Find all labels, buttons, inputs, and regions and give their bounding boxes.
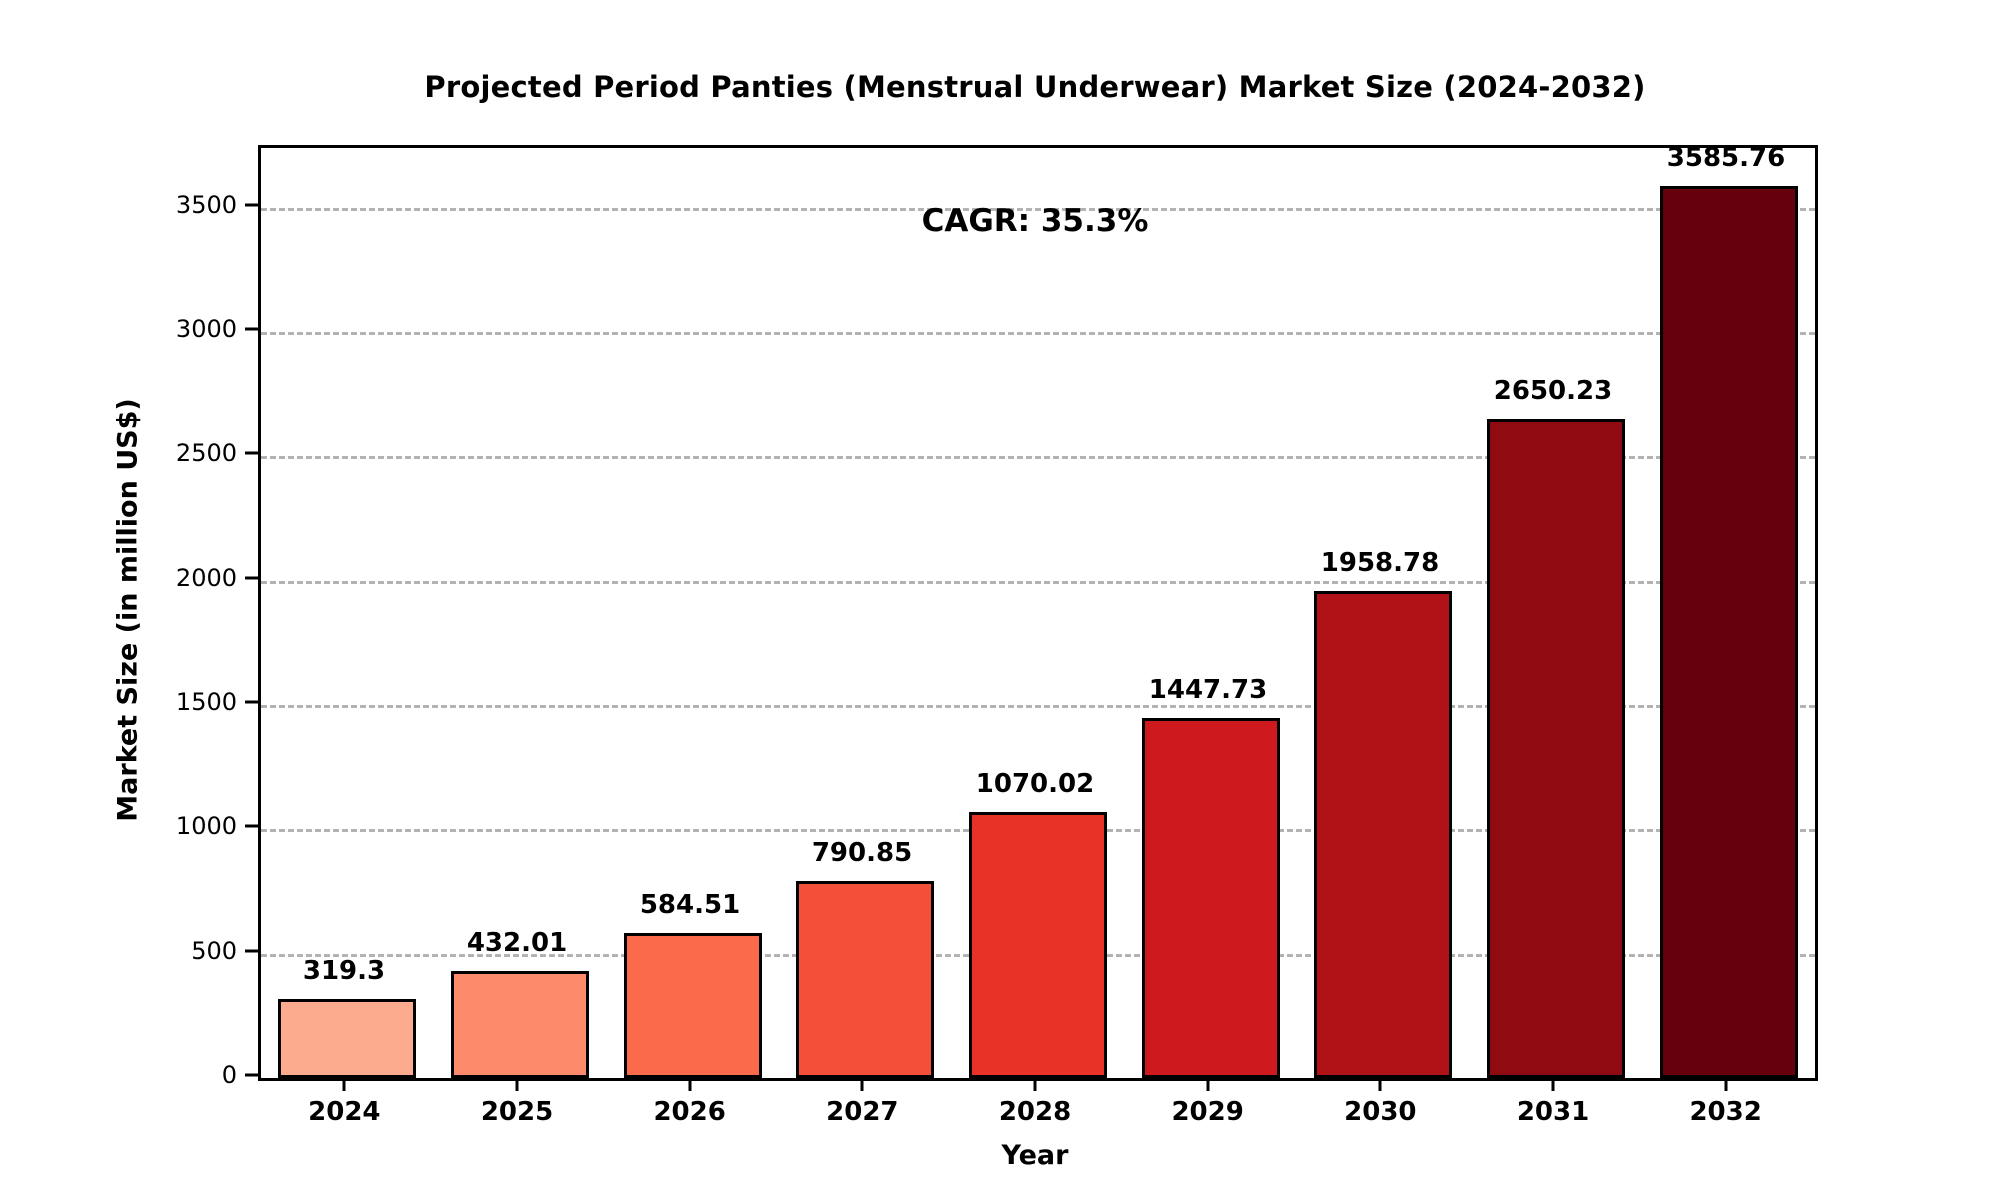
x-axis-title: Year xyxy=(1001,1140,1069,1171)
y-tick-label-1000: 1000 xyxy=(175,812,237,841)
x-tick-mark-2025 xyxy=(515,1078,519,1091)
gridline-3000 xyxy=(261,332,1815,335)
x-tick-label-2027: 2027 xyxy=(826,1097,899,1127)
x-tick-mark-2028 xyxy=(1033,1078,1037,1091)
bar-value-label-2028: 1070.02 xyxy=(975,769,1095,799)
y-tick-label-2500: 2500 xyxy=(175,439,237,468)
x-tick-label-2030: 2030 xyxy=(1344,1097,1417,1127)
bar-value-label-2024: 319.3 xyxy=(302,956,386,986)
x-tick-label-2029: 2029 xyxy=(1171,1097,1244,1127)
y-tick-mark-1500 xyxy=(245,700,258,704)
bar-2028 xyxy=(969,812,1107,1078)
y-tick-mark-1000 xyxy=(245,824,258,828)
bar-value-label-2026: 584.51 xyxy=(639,890,741,920)
y-tick-label-500: 500 xyxy=(191,936,237,965)
y-tick-mark-2500 xyxy=(245,451,258,455)
bar-value-label-2032: 3585.76 xyxy=(1666,143,1786,173)
gridline-1500 xyxy=(261,705,1815,708)
bar-value-label-2027: 790.85 xyxy=(811,838,913,868)
y-tick-label-0: 0 xyxy=(221,1061,237,1089)
x-tick-mark-2024 xyxy=(342,1078,346,1091)
y-tick-mark-0 xyxy=(245,1073,258,1077)
y-tick-label-3500: 3500 xyxy=(175,190,237,219)
plot-area xyxy=(258,145,1818,1081)
y-tick-mark-3500 xyxy=(245,203,258,207)
gridline-3500 xyxy=(261,207,1815,211)
y-tick-label-3000: 3000 xyxy=(175,315,237,343)
y-tick-mark-2000 xyxy=(245,576,258,580)
bar-value-label-2029: 1447.73 xyxy=(1148,675,1268,705)
gridline-2500 xyxy=(261,456,1815,460)
x-tick-mark-2026 xyxy=(688,1078,692,1091)
bar-2029 xyxy=(1142,718,1280,1078)
bar-2024 xyxy=(278,999,416,1078)
x-tick-label-2025: 2025 xyxy=(480,1097,554,1127)
bar-value-label-2031: 2650.23 xyxy=(1493,376,1613,406)
bar-2027 xyxy=(796,881,934,1078)
x-tick-mark-2032 xyxy=(1724,1078,1728,1091)
bar-2032 xyxy=(1660,186,1798,1078)
y-tick-mark-3000 xyxy=(245,327,258,331)
gridline-2000 xyxy=(261,580,1815,584)
chart-title: Projected Period Panties (Menstrual Unde… xyxy=(424,70,1646,104)
x-tick-mark-2029 xyxy=(1206,1078,1210,1091)
bar-value-label-2025: 432.01 xyxy=(466,928,568,958)
x-tick-mark-2031 xyxy=(1551,1078,1555,1091)
y-tick-label-1500: 1500 xyxy=(175,688,237,716)
x-tick-mark-2027 xyxy=(860,1078,864,1091)
x-tick-label-2031: 2031 xyxy=(1516,1097,1590,1127)
bar-2026 xyxy=(624,933,762,1078)
bar-2025 xyxy=(451,971,589,1078)
cagr-annotation: CAGR: 35.3% xyxy=(921,203,1149,239)
y-tick-label-2000: 2000 xyxy=(175,563,237,592)
x-tick-label-2032: 2032 xyxy=(1689,1097,1762,1127)
x-tick-label-2028: 2028 xyxy=(998,1097,1072,1127)
x-tick-label-2024: 2024 xyxy=(308,1097,381,1127)
bar-value-label-2030: 1958.78 xyxy=(1320,548,1440,578)
x-tick-label-2026: 2026 xyxy=(653,1097,726,1127)
bar-2030 xyxy=(1314,591,1452,1078)
bar-2031 xyxy=(1487,419,1625,1078)
y-tick-mark-500 xyxy=(245,949,258,953)
x-tick-mark-2030 xyxy=(1378,1078,1382,1091)
